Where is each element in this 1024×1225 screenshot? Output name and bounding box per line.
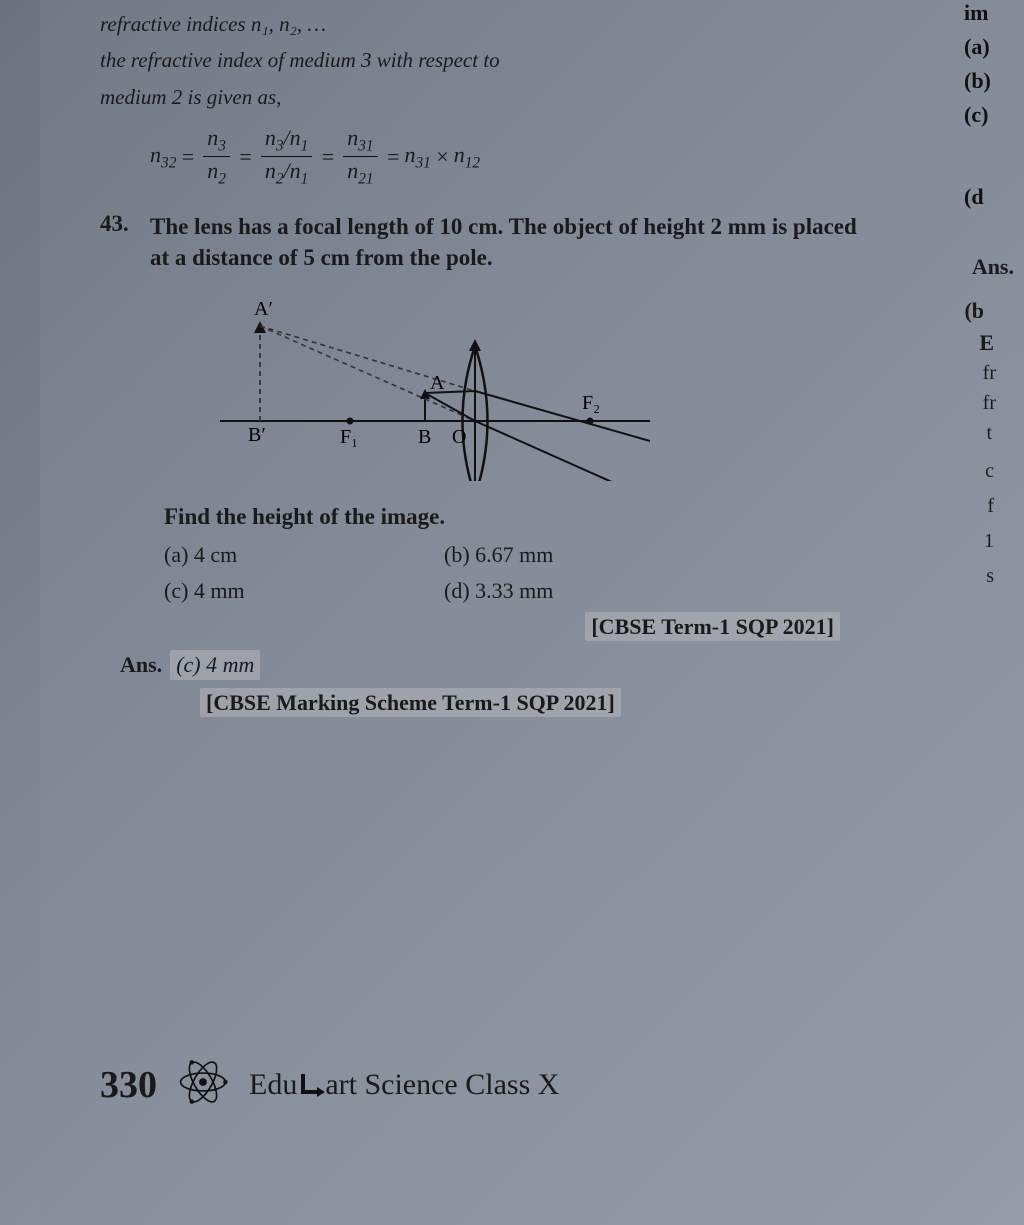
option-b: (b) 6.67 mm bbox=[444, 542, 664, 568]
lens-diagram: A′ B′ F₁ A B O F₂ bbox=[220, 291, 860, 486]
option-d: (d) 3.33 mm bbox=[444, 578, 664, 604]
options: (a) 4 cm (b) 6.67 mm (c) 4 mm (d) 3.33 m… bbox=[164, 542, 860, 604]
label-O: O bbox=[452, 426, 466, 448]
atom-icon bbox=[175, 1054, 231, 1115]
intro-line1: the refractive index of medium 3 with re… bbox=[100, 46, 860, 74]
answer-line: Ans. (c) 4 mm bbox=[120, 650, 860, 680]
option-a: (a) 4 cm bbox=[164, 542, 384, 568]
intro-line0: refractive indices n₁, n₂, … bbox=[100, 10, 860, 38]
option-c: (c) 4 mm bbox=[164, 578, 384, 604]
q43-number: 43. bbox=[100, 211, 140, 273]
cbse-tag: [CBSE Term-1 SQP 2021] bbox=[100, 614, 840, 640]
find-line: Find the height of the image. bbox=[164, 504, 860, 530]
marking-scheme: [CBSE Marking Scheme Term-1 SQP 2021] bbox=[200, 690, 860, 716]
question-43: 43. The lens has a focal length of 10 cm… bbox=[100, 211, 860, 273]
right-edge-fragments: im (a) (b) (c) (d bbox=[964, 0, 1024, 1225]
label-Aprime: A′ bbox=[254, 298, 273, 320]
label-F2: F₂ bbox=[582, 392, 600, 414]
ans-right-fragment: Ans. bbox=[972, 254, 1014, 280]
brand: Eduart Science Class X bbox=[249, 1068, 559, 1102]
q43-text: The lens has a focal length of 10 cm. Th… bbox=[150, 211, 860, 273]
ans-right-fragment-b: (b bbox=[964, 298, 984, 324]
page-number: 330 bbox=[100, 1063, 157, 1107]
label-A: A bbox=[430, 372, 445, 394]
label-Bprime: B′ bbox=[248, 424, 266, 446]
label-F1: F₁ bbox=[340, 426, 358, 448]
label-B: B bbox=[418, 426, 431, 448]
intro-line2: medium 2 is given as, bbox=[100, 83, 860, 111]
formula: n32 = n3 n2 = n3/n1 n2/n1 = n31 n21 = n3… bbox=[150, 125, 860, 189]
footer: 330 Eduart Science Class X bbox=[100, 1054, 559, 1115]
